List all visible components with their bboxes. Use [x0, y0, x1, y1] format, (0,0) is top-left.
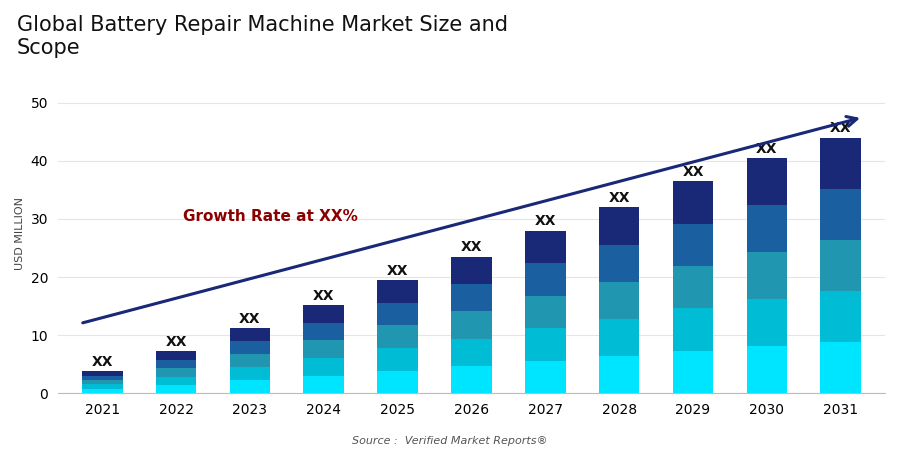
- Text: XX: XX: [461, 240, 482, 254]
- Bar: [598, 207, 640, 244]
- Bar: [377, 325, 418, 348]
- Bar: [303, 340, 344, 358]
- Bar: [451, 311, 491, 339]
- Bar: [451, 339, 491, 366]
- Bar: [156, 368, 196, 377]
- Bar: [156, 385, 196, 393]
- Bar: [525, 361, 565, 393]
- Bar: [598, 244, 640, 282]
- Bar: [451, 284, 491, 311]
- Bar: [525, 230, 565, 263]
- Bar: [821, 189, 861, 240]
- Bar: [821, 138, 861, 189]
- Bar: [746, 252, 788, 299]
- Bar: [672, 308, 714, 351]
- Bar: [156, 377, 196, 385]
- Bar: [230, 367, 270, 380]
- Text: XX: XX: [535, 214, 556, 228]
- Text: XX: XX: [166, 335, 187, 349]
- Text: XX: XX: [313, 288, 335, 302]
- Bar: [156, 360, 196, 368]
- Text: XX: XX: [608, 191, 630, 205]
- Bar: [451, 366, 491, 393]
- Bar: [746, 299, 788, 346]
- Bar: [230, 354, 270, 367]
- Bar: [230, 341, 270, 354]
- Text: Source :  Verified Market Reports®: Source : Verified Market Reports®: [352, 436, 548, 446]
- Text: XX: XX: [830, 121, 851, 135]
- Text: Growth Rate at XX%: Growth Rate at XX%: [184, 208, 358, 224]
- Bar: [672, 181, 714, 224]
- Bar: [377, 371, 418, 393]
- Bar: [451, 256, 491, 284]
- Bar: [82, 389, 122, 393]
- Bar: [156, 351, 196, 360]
- Bar: [303, 358, 344, 376]
- Bar: [82, 371, 122, 376]
- Bar: [82, 380, 122, 384]
- Bar: [525, 328, 565, 361]
- Bar: [303, 376, 344, 393]
- Bar: [746, 205, 788, 252]
- Bar: [821, 240, 861, 291]
- Text: XX: XX: [387, 264, 409, 278]
- Text: XX: XX: [239, 312, 261, 326]
- Bar: [672, 266, 714, 308]
- Bar: [377, 348, 418, 371]
- Bar: [598, 319, 640, 356]
- Bar: [746, 158, 788, 205]
- Bar: [672, 224, 714, 266]
- Text: Global Battery Repair Machine Market Size and
Scope: Global Battery Repair Machine Market Siz…: [16, 15, 508, 58]
- Text: XX: XX: [682, 165, 704, 179]
- Bar: [598, 282, 640, 319]
- Bar: [821, 291, 861, 342]
- Bar: [230, 328, 270, 341]
- Bar: [82, 384, 122, 389]
- Bar: [303, 305, 344, 323]
- Bar: [82, 376, 122, 380]
- Bar: [230, 380, 270, 393]
- Bar: [377, 302, 418, 325]
- Bar: [672, 351, 714, 393]
- Bar: [746, 346, 788, 393]
- Bar: [525, 296, 565, 328]
- Y-axis label: USD MILLION: USD MILLION: [15, 197, 25, 270]
- Bar: [821, 342, 861, 393]
- Bar: [377, 280, 418, 302]
- Text: XX: XX: [756, 142, 778, 156]
- Text: XX: XX: [92, 355, 113, 369]
- Bar: [598, 356, 640, 393]
- Bar: [303, 323, 344, 340]
- Bar: [525, 263, 565, 296]
